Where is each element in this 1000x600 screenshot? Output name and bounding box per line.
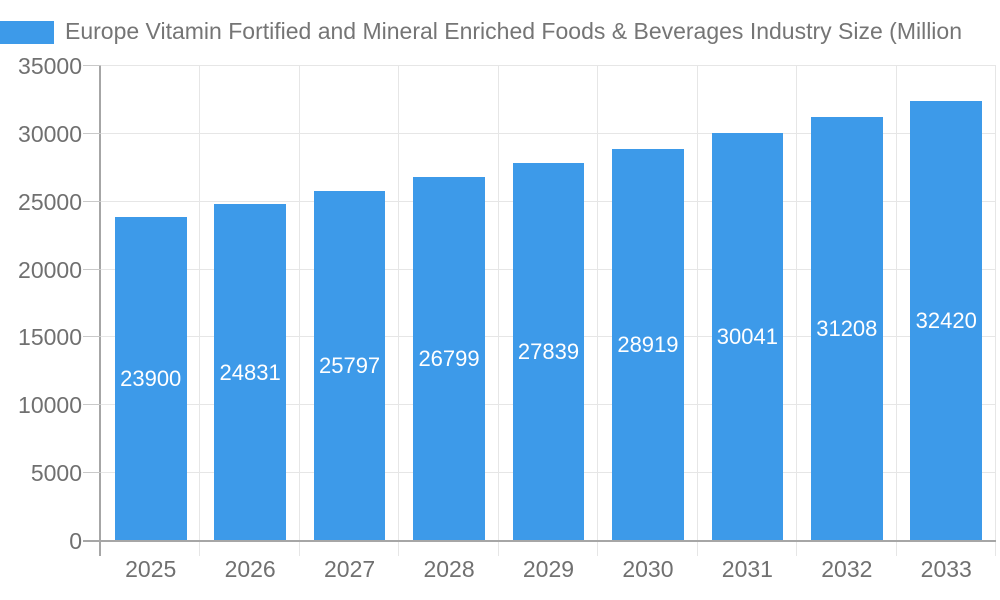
y-tick-20000 <box>83 268 101 270</box>
x-axis-label-2025: 2025 <box>125 556 177 582</box>
y-tick-10000 <box>83 404 101 406</box>
bar-slot-2027: 25797 <box>300 66 399 541</box>
bar-value-2027: 25797 <box>318 352 381 378</box>
y-tick-15000 <box>83 336 101 338</box>
chart-title: Europe Vitamin Fortified and Mineral Enr… <box>65 18 962 44</box>
gridline-x-2 <box>298 66 300 556</box>
y-axis-line <box>99 66 101 556</box>
bar-2030[interactable]: 28919 <box>612 148 684 541</box>
y-axis-label-10000: 10000 <box>18 392 82 419</box>
gridline-y-30000 <box>101 132 996 134</box>
gridline-x-6 <box>696 66 698 556</box>
bar-value-2029: 27839 <box>517 339 580 365</box>
bar-slot-2029: 27839 <box>499 66 598 541</box>
x-axis-label-2030: 2030 <box>622 556 674 582</box>
gridline-x-5 <box>597 66 599 556</box>
y-tick-5000 <box>83 472 101 474</box>
bar-2026[interactable]: 24831 <box>214 204 286 541</box>
x-axis-label-2032: 2032 <box>821 556 873 582</box>
bar-2032[interactable]: 31208 <box>811 117 883 541</box>
bar-slot-2030: 28919 <box>598 66 697 541</box>
gridline-x-8 <box>895 66 897 556</box>
x-axis-label-2026: 2026 <box>224 556 276 582</box>
bar-2028[interactable]: 26799 <box>413 177 485 541</box>
bar-value-2031: 30041 <box>716 324 778 350</box>
plot-area: 23900 24831 25797 26799 27839 28919 30041 31208… <box>83 65 996 556</box>
y-tick-35000 <box>83 65 101 66</box>
bar-2029[interactable]: 27839 <box>512 163 585 541</box>
bar-value-2032: 31208 <box>816 316 878 342</box>
gridline-x-4 <box>497 66 499 556</box>
y-axis-label-15000: 15000 <box>18 324 82 351</box>
bar-value-2033: 32420 <box>915 308 977 333</box>
bar-slot-2025: 23900 <box>101 66 200 541</box>
y-axis-label-0: 0 <box>69 528 82 554</box>
gridline-x-1 <box>199 66 201 556</box>
y-axis-label-30000: 30000 <box>18 120 82 147</box>
gridline-x-7 <box>796 66 798 556</box>
bar-slot-2032: 31208 <box>797 66 896 541</box>
x-axis-label-2033: 2033 <box>920 556 972 582</box>
x-axis-label-2027: 2027 <box>324 556 376 582</box>
bar-value-2026: 24831 <box>219 359 281 385</box>
y-tick-30000 <box>83 132 101 134</box>
plot-right-border <box>995 66 996 556</box>
bar-2031[interactable]: 30041 <box>711 133 784 541</box>
y-axis-label-20000: 20000 <box>18 256 82 283</box>
bar-value-2030: 28919 <box>617 331 679 357</box>
y-axis-label-25000: 25000 <box>18 188 82 215</box>
y-axis-label-5000: 5000 <box>30 460 82 487</box>
y-tick-25000 <box>83 200 101 202</box>
x-axis-line <box>83 540 996 542</box>
gridline-y-35000 <box>101 65 996 66</box>
bar-2027[interactable]: 25797 <box>313 190 386 541</box>
y-axis-label-35000: 35000 <box>18 53 82 79</box>
x-axis-label-2028: 2028 <box>423 556 475 582</box>
bar-value-2025: 23900 <box>120 365 182 391</box>
x-axis-label-2029: 2029 <box>522 556 575 582</box>
gridline-x-3 <box>398 66 400 556</box>
bar-slot-2031: 30041 <box>698 66 797 541</box>
bar-2033[interactable]: 32420 <box>910 101 983 541</box>
legend-swatch <box>0 21 54 44</box>
bar-slot-2028: 26799 <box>399 66 498 541</box>
bar-slot-2026: 24831 <box>200 66 299 541</box>
bar-value-2028: 26799 <box>418 346 480 372</box>
bar-slot-2033: 32420 <box>897 66 996 541</box>
bar-2025[interactable]: 23900 <box>114 216 187 541</box>
x-axis-label-2031: 2031 <box>721 556 773 582</box>
